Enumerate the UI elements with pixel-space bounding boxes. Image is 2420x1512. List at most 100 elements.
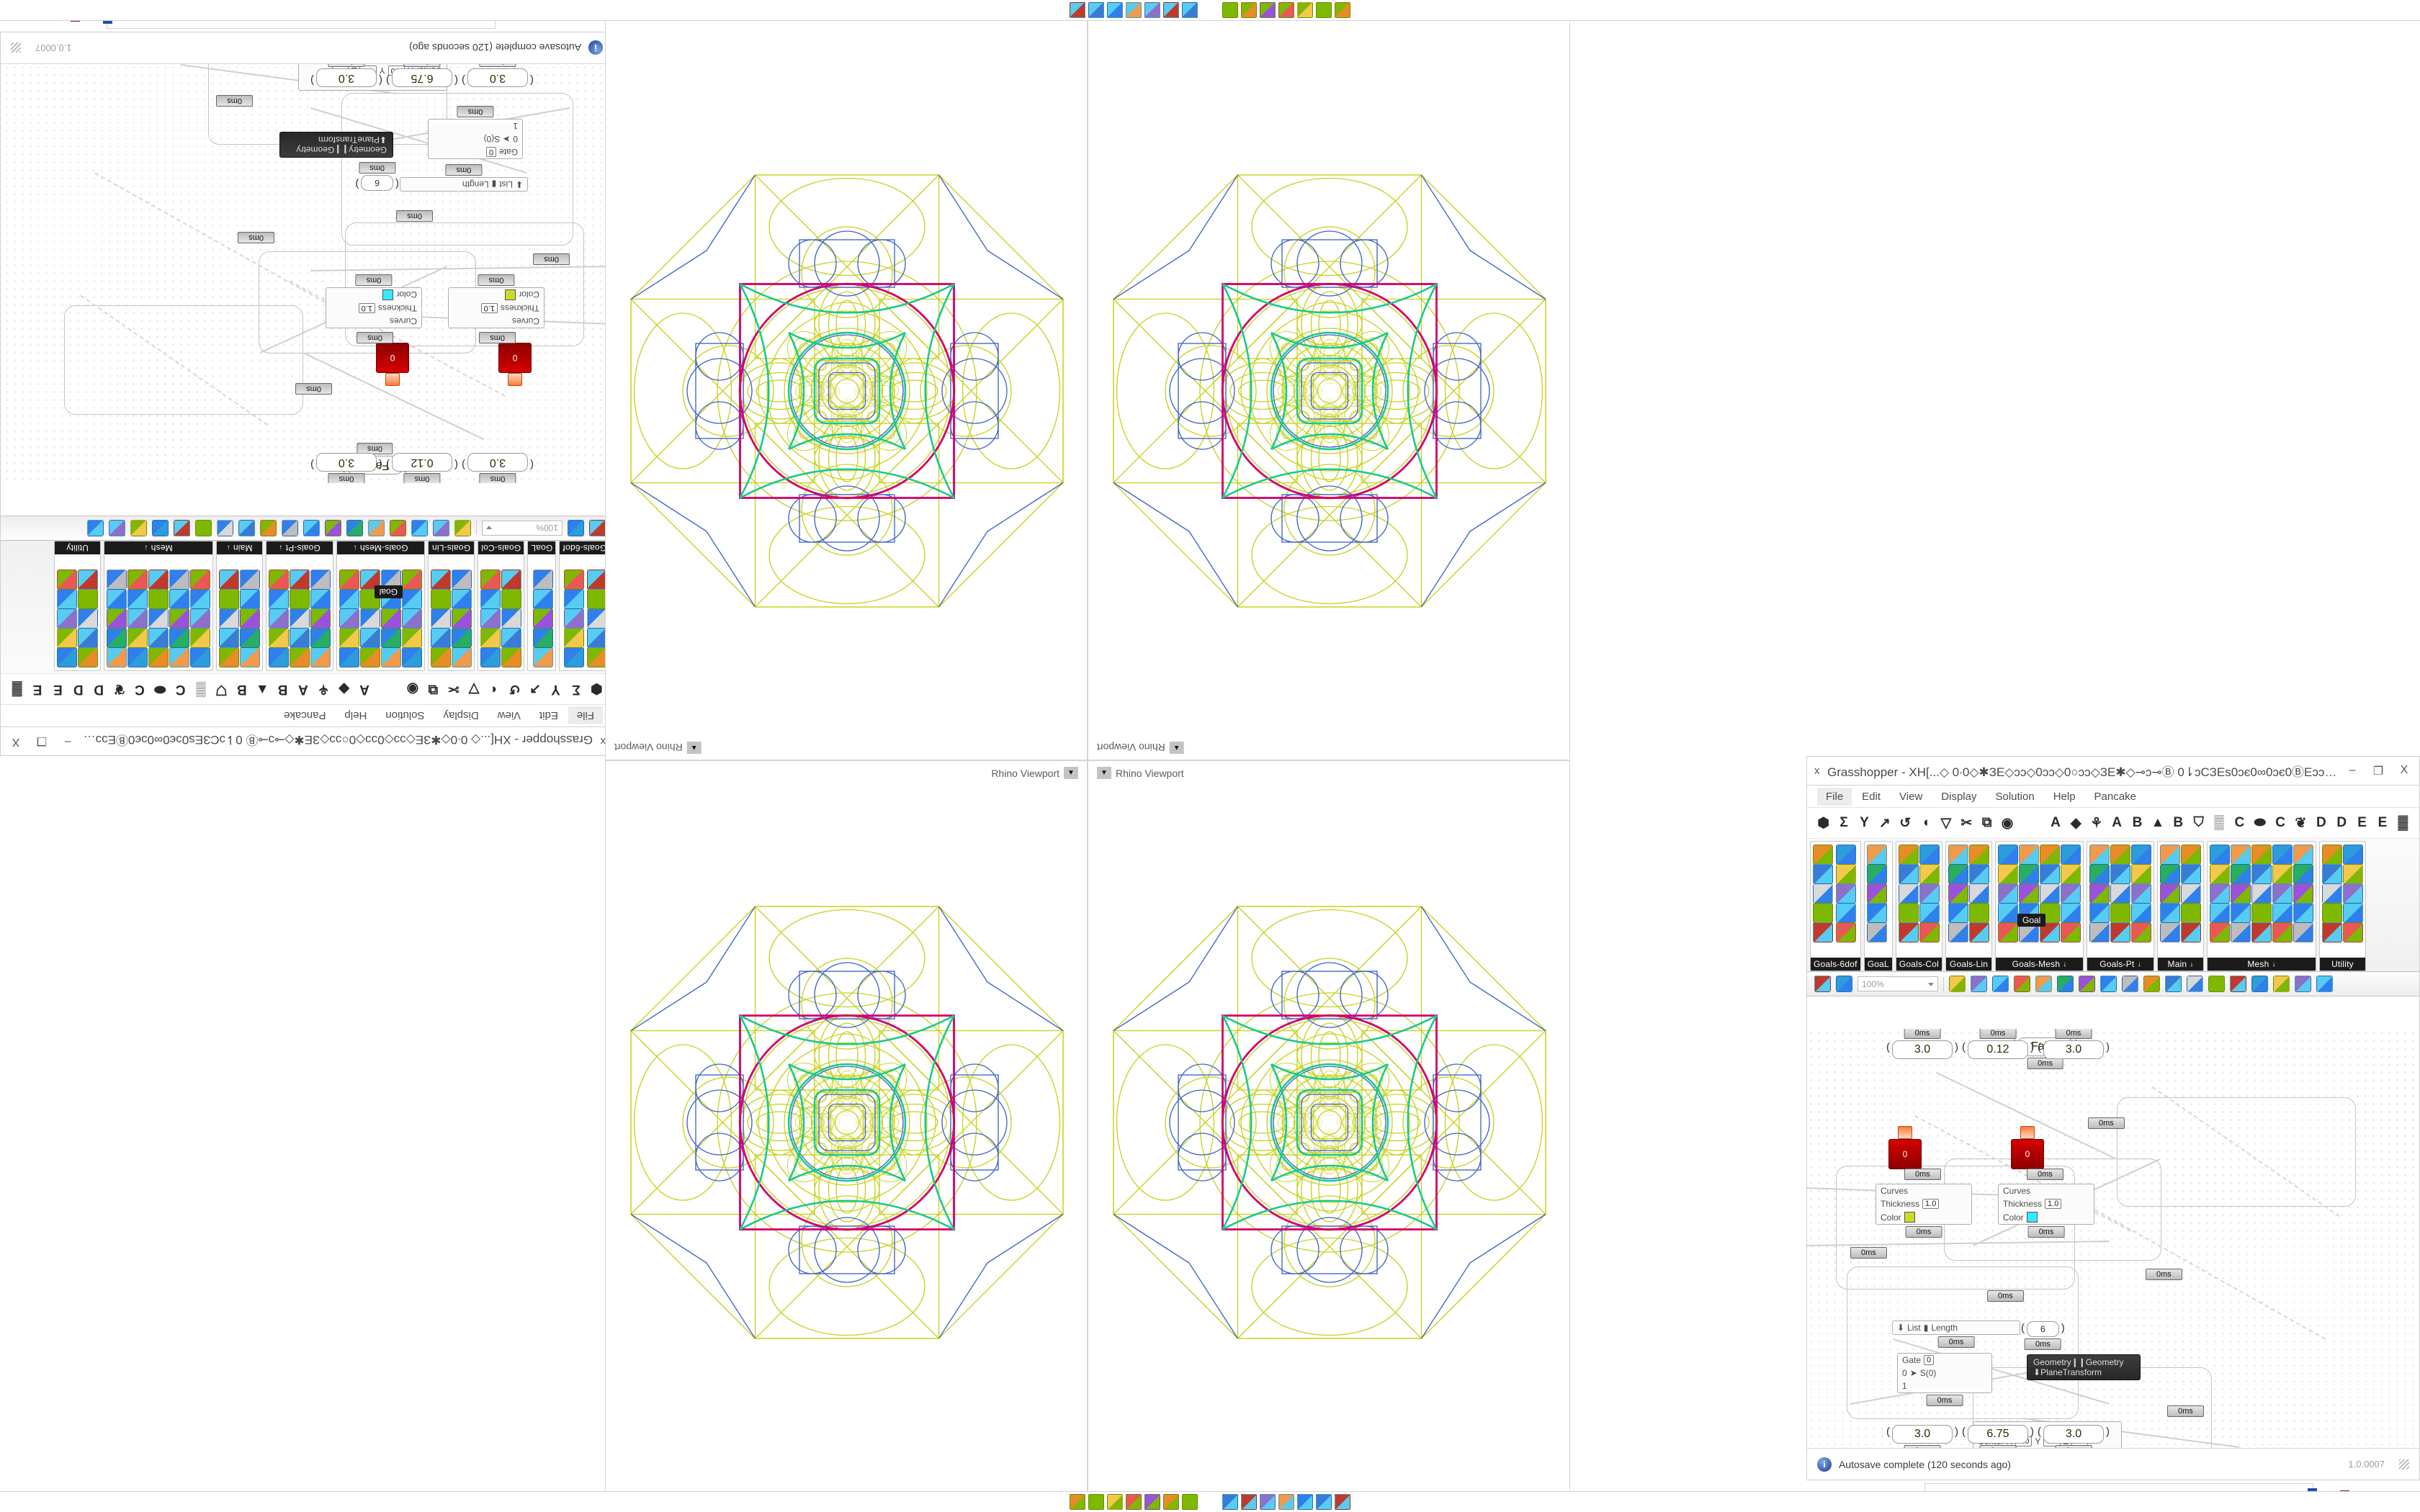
ribbon-tab-4[interactable]: B — [2132, 815, 2143, 830]
viewport-caret-icon-tl[interactable]: ▲ — [686, 742, 702, 754]
thickness-value[interactable]: 1.0 — [1922, 1199, 1940, 1209]
palette-label[interactable]: Goals-Mesh ↓ — [336, 541, 424, 554]
ribbon-tab-3[interactable]: A — [2112, 815, 2122, 830]
palette-group-goals-mesh[interactable]: Goals-Mesh ↓ — [336, 541, 425, 671]
firefox-icon-2[interactable] — [1260, 1494, 1276, 1510]
number-slider-1[interactable]: 6.750ms — [1962, 1425, 2034, 1448]
custom-preview-component[interactable]: Curves Thickness 1.0 Color 0ms — [1876, 1184, 1972, 1238]
cha-icon[interactable] — [346, 520, 363, 536]
component-icon[interactable] — [380, 608, 401, 629]
chevron-down-icon[interactable]: ↓ — [2272, 960, 2276, 968]
number-slider-1[interactable]: 6.750ms — [392, 64, 452, 87]
custom-preview-component[interactable]: Curves Thickness 1.0 Color 0ms — [448, 274, 544, 328]
gift-icon[interactable] — [2122, 976, 2138, 992]
palette-label[interactable]: Goals-Pt ↓ — [2087, 958, 2154, 971]
maximize-button[interactable]: ❐ — [2372, 765, 2384, 778]
zoom-level-input[interactable]: 100% — [1857, 976, 1938, 991]
ribbon-tab-10[interactable]: ⬬ — [2254, 815, 2266, 830]
dollar-icon[interactable] — [303, 520, 320, 536]
canvas-toolbar[interactable]: 100% — [1807, 972, 2419, 996]
palette-group-main[interactable]: Main ↓ — [215, 541, 263, 671]
viewport-label-tr[interactable]: ▲ Rhino Viewport — [1097, 742, 1184, 754]
palette-group-utility[interactable]: Utility — [2319, 841, 2367, 971]
component-icon[interactable] — [2293, 903, 2314, 923]
palette-label[interactable]: Goals-6dof — [1811, 958, 1860, 971]
component-icon[interactable] — [2322, 845, 2343, 865]
component-icon[interactable] — [1948, 864, 1969, 884]
component-icon[interactable] — [310, 608, 331, 629]
upsilon-icon[interactable]: Υ — [1860, 815, 1869, 830]
menu-pancake-left[interactable]: Pancake — [284, 709, 326, 722]
ribbon-tab-1[interactable]: ◆ — [339, 681, 349, 697]
component-icon[interactable] — [587, 628, 607, 648]
component-icon[interactable] — [268, 589, 289, 609]
component-icon[interactable] — [480, 647, 501, 667]
component-icon[interactable] — [339, 570, 359, 590]
bake-icon[interactable] — [1992, 976, 2009, 992]
palette-group-mesh[interactable]: Mesh ↓ — [103, 541, 213, 671]
ribbon-tab-16[interactable]: E — [2378, 815, 2388, 830]
component-icon[interactable] — [169, 628, 189, 648]
component-icon[interactable] — [1898, 845, 1919, 865]
gate-value[interactable]: 0 — [1924, 1355, 1935, 1365]
orient-component[interactable]: Geometry❙❙Geometry ⬇PlaneTransform — [2027, 1354, 2141, 1380]
ribbon-tab-8[interactable]: ▒ — [2214, 815, 2224, 830]
dollar-icon[interactable] — [2100, 976, 2117, 992]
ribbon-palettes-left[interactable]: Goals-6dof GoaL Goals-Col Goals-Lin Goals-Me… — [1, 540, 613, 673]
component-icon[interactable] — [2343, 864, 2364, 884]
floppy-blue-icon-2[interactable] — [1241, 1494, 1257, 1510]
component-icon[interactable] — [148, 608, 169, 629]
component-icon[interactable] — [77, 589, 98, 609]
palette-group-goals-lin[interactable]: Goals-Lin — [427, 541, 475, 671]
component-icon[interactable] — [2061, 903, 2081, 923]
group-frame-2[interactable] — [1847, 1266, 2079, 1419]
component-icon[interactable] — [2272, 864, 2293, 884]
ribbon-tab-14[interactable]: D — [73, 682, 84, 697]
component-icon[interactable] — [169, 608, 189, 629]
shell-icon[interactable] — [195, 520, 212, 536]
warning-balloon-icon[interactable] — [2020, 1126, 2035, 1139]
component-icon[interactable] — [2040, 883, 2061, 904]
component-icon[interactable] — [2110, 922, 2131, 942]
component-icon[interactable] — [1919, 883, 1940, 904]
color-swatch[interactable] — [382, 289, 394, 300]
calculator-icon[interactable] — [1222, 2, 1238, 18]
component-icon[interactable] — [1813, 864, 1833, 884]
ribbon-tab-15[interactable]: E — [2357, 815, 2367, 830]
component-icon[interactable] — [56, 647, 77, 667]
component-icon[interactable] — [501, 570, 522, 590]
component-icon[interactable] — [451, 570, 472, 590]
palette-group-goals-pt[interactable]: Goals-Pt ↓ — [265, 541, 333, 671]
rhino-viewport-br[interactable]: ▼ Rhino Viewport — [1088, 760, 1570, 1492]
component-icon[interactable] — [2160, 883, 2181, 904]
component-icon[interactable] — [564, 608, 585, 629]
component-icon[interactable] — [1998, 864, 2019, 884]
component-icon[interactable] — [189, 608, 210, 629]
component-icon[interactable] — [1898, 903, 1919, 923]
component-icon[interactable] — [1969, 864, 1990, 884]
component-icon[interactable] — [2019, 864, 2040, 884]
preview-eye-icon[interactable] — [1971, 976, 1987, 992]
component-icon[interactable] — [2231, 864, 2251, 884]
component-icon[interactable] — [77, 570, 98, 590]
firefox-icon-2[interactable] — [1107, 2, 1123, 18]
eye-icon[interactable]: ◉ — [406, 681, 419, 697]
cluster-icon[interactable] — [368, 520, 385, 536]
component-icon[interactable] — [480, 589, 501, 609]
palette-label[interactable]: Goals-Lin — [1946, 958, 1992, 971]
hexagon-icon[interactable]: ⬢ — [591, 681, 603, 697]
palette-group-goals-6dof[interactable]: Goals-6dof — [1810, 841, 1861, 971]
calculator-icon-2[interactable] — [1335, 1494, 1350, 1510]
notes-icon[interactable] — [1088, 1494, 1104, 1510]
component-icon[interactable] — [2272, 903, 2293, 923]
component-icon[interactable] — [2293, 864, 2314, 884]
chevron-down-icon[interactable]: ↓ — [353, 544, 357, 552]
component-icon[interactable] — [2251, 922, 2272, 942]
component-icon[interactable] — [1835, 883, 1856, 904]
component-icon[interactable] — [2019, 845, 2040, 865]
component-icon[interactable] — [169, 570, 189, 590]
component-icon[interactable] — [533, 647, 554, 667]
component-icon[interactable] — [501, 628, 522, 648]
component-icon[interactable] — [1835, 903, 1856, 923]
